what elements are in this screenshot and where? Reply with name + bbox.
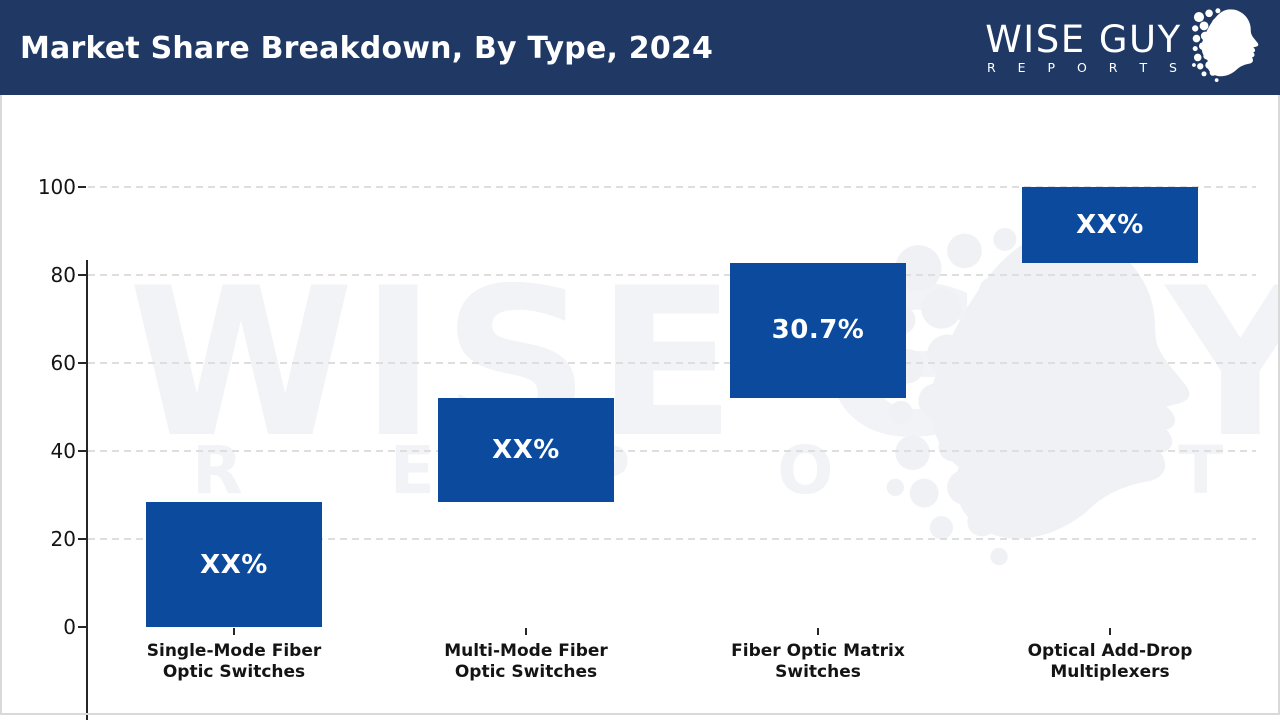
gridline <box>88 362 1256 364</box>
gridline <box>88 538 1256 540</box>
header-bar: Market Share Breakdown, By Type, 2024 WI… <box>0 0 1280 95</box>
bar-value-label: XX% <box>492 434 560 465</box>
x-axis-category-label-line: Optical Add-Drop <box>1027 641 1193 661</box>
y-tick-label: 100 <box>37 175 76 199</box>
dotted-head-profile-icon <box>1192 8 1259 83</box>
y-tick-mark <box>78 626 86 628</box>
bar-value-label: XX% <box>200 549 268 580</box>
gridline <box>88 450 1256 452</box>
plot-area: 0 20 40 60 80 100 XX% Single-Mode Fiber Optic Sw… <box>0 95 1280 720</box>
x-tick-mark <box>525 628 527 635</box>
y-tick-label: 0 <box>63 615 76 639</box>
brand-logo: WISE GUY R E P O R T S <box>981 6 1266 90</box>
x-tick-mark <box>817 628 819 635</box>
bar-segment: XX% <box>438 397 614 503</box>
gridline <box>88 274 1256 276</box>
x-axis-category-label-line: Optic Switches <box>454 662 598 682</box>
bar-segment: XX% <box>146 502 322 627</box>
x-axis-category-label-line: Multiplexers <box>1050 662 1170 682</box>
x-axis-category-label-line: Fiber Optic Matrix <box>731 641 905 661</box>
y-tick-label: 80 <box>50 263 76 287</box>
y-tick-mark <box>78 362 86 364</box>
y-axis-line <box>86 260 88 720</box>
chart-title: Market Share Breakdown, By Type, 2024 <box>20 31 714 66</box>
brand-logo-text: WISE GUY R E P O R T S <box>981 21 1186 75</box>
bar-segment: XX% <box>1022 187 1198 263</box>
y-tick-mark <box>78 274 86 276</box>
x-axis-category-label: Fiber Optic Matrix Switches <box>658 641 978 683</box>
x-axis-category-label-line: Single-Mode Fiber <box>146 641 322 661</box>
y-tick-label: 20 <box>50 527 76 551</box>
x-axis-category-label: Optical Add-Drop Multiplexers <box>950 641 1270 683</box>
brand-wordmark: WISE GUY <box>985 18 1182 62</box>
x-tick-mark <box>1109 628 1111 635</box>
bar-value-label: XX% <box>1076 209 1144 240</box>
x-tick-mark <box>233 628 235 635</box>
x-axis-category-label: Multi-Mode Fiber Optic Switches <box>366 641 686 683</box>
x-axis-category-label: Single-Mode Fiber Optic Switches <box>74 641 394 683</box>
y-tick-mark <box>78 450 86 452</box>
gridline <box>88 186 1256 188</box>
x-axis-category-label-line: Optic Switches <box>162 662 306 682</box>
y-tick-mark <box>78 186 86 188</box>
y-tick-label: 40 <box>50 439 76 463</box>
bar-value-label: 30.7% <box>771 315 865 346</box>
y-tick-label: 60 <box>50 351 76 375</box>
x-axis-category-label-line: Multi-Mode Fiber <box>444 641 608 661</box>
bar-segment: 30.7% <box>730 262 906 398</box>
brand-reports-text: R E P O R T S <box>986 60 1186 76</box>
y-tick-mark <box>78 538 86 540</box>
x-axis-category-label-line: Switches <box>775 662 861 682</box>
